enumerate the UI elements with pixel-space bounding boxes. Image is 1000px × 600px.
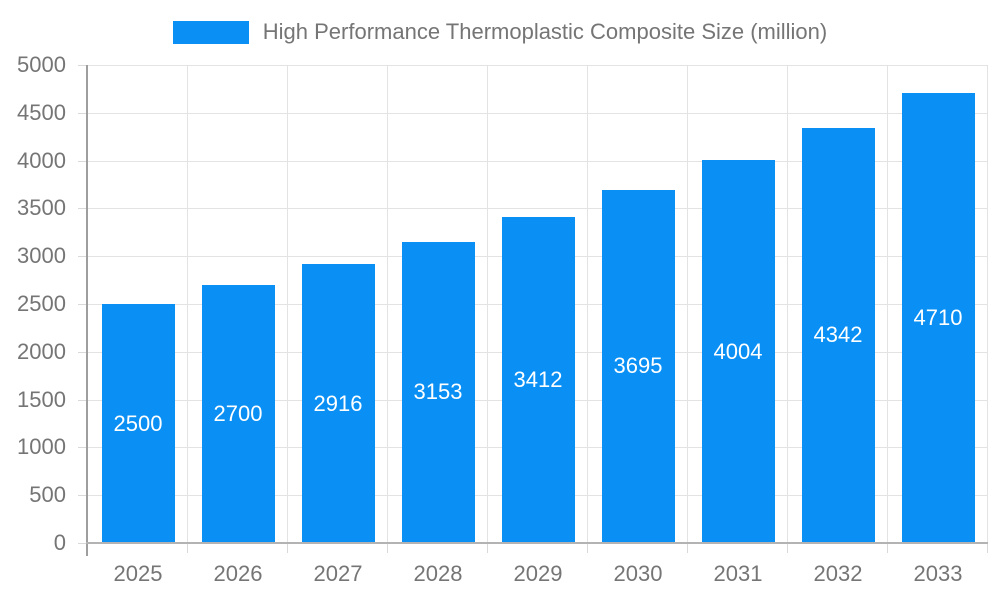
x-axis-tick xyxy=(887,543,888,553)
x-axis-label: 2032 xyxy=(813,561,863,586)
bar-value-label: 2700 xyxy=(213,400,263,426)
bar-value-label: 4004 xyxy=(713,338,763,364)
bar-value-label: 2500 xyxy=(113,410,163,436)
x-gridline xyxy=(487,65,488,543)
y-axis-label: 0 xyxy=(53,530,66,555)
y-axis-label: 3000 xyxy=(17,243,66,269)
bar-value-label: 3695 xyxy=(613,353,663,379)
x-gridline xyxy=(987,65,988,543)
x-axis-tick xyxy=(187,543,188,553)
bar-value-label: 4342 xyxy=(813,322,863,348)
x-gridline xyxy=(287,65,288,543)
y-axis-label: 500 xyxy=(29,482,66,508)
bar-2030 xyxy=(601,189,675,543)
x-axis-label: 2031 xyxy=(713,561,763,586)
y-axis-label: 5000 xyxy=(17,52,66,77)
x-gridline xyxy=(787,65,788,543)
y-axis-line xyxy=(86,65,88,556)
y-axis-tick xyxy=(78,351,88,353)
bar-value-label: 3153 xyxy=(413,379,463,405)
bar-value-label: 4710 xyxy=(913,304,963,330)
y-axis-tick xyxy=(78,543,88,544)
chart-legend[interactable]: High Performance Thermoplastic Composite… xyxy=(0,19,1000,45)
y-axis-tick xyxy=(78,65,88,66)
x-axis-label: 2027 xyxy=(313,561,363,586)
x-axis-tick xyxy=(687,543,688,553)
x-axis-tick xyxy=(487,543,488,553)
bar-2026 xyxy=(201,284,275,543)
bar-2029 xyxy=(501,216,575,543)
y-axis-tick xyxy=(78,399,88,401)
x-axis-tick xyxy=(787,543,788,553)
y-axis-tick xyxy=(78,256,88,258)
x-axis-label: 2029 xyxy=(513,561,563,586)
bar-2028 xyxy=(401,241,475,543)
x-axis-label: 2025 xyxy=(113,561,163,586)
x-axis-tick xyxy=(287,543,288,553)
y-gridline xyxy=(88,208,988,210)
x-gridline xyxy=(887,65,888,543)
bar-2027 xyxy=(301,264,375,543)
y-axis-tick xyxy=(78,304,88,305)
bar-2033 xyxy=(901,92,975,543)
y-axis-tick xyxy=(78,495,88,497)
x-axis-tick xyxy=(987,543,988,553)
y-axis-label: 2500 xyxy=(17,291,66,316)
y-axis-label: 4000 xyxy=(17,147,66,173)
legend-swatch xyxy=(172,20,249,44)
y-axis-label: 4500 xyxy=(17,99,66,125)
y-gridline xyxy=(88,65,988,66)
y-axis-label: 1500 xyxy=(17,386,66,412)
y-axis-tick xyxy=(78,160,88,162)
bar-2031 xyxy=(701,160,775,543)
y-gridline xyxy=(88,160,988,162)
x-axis-label: 2033 xyxy=(913,561,963,586)
bar-2025 xyxy=(101,304,175,543)
y-axis-tick xyxy=(78,208,88,210)
x-gridline xyxy=(587,65,588,543)
x-axis-label: 2026 xyxy=(213,561,263,586)
plot-area: 0 500 1000 1500 2000 2500 3000 3500 4000 4500 5000… xyxy=(17,54,988,586)
legend-label: High Performance Thermoplastic Composite… xyxy=(262,19,828,44)
y-axis-label: 1000 xyxy=(17,434,66,460)
y-axis-tick xyxy=(78,112,88,114)
x-gridline xyxy=(187,65,188,543)
bar-value-label: 3412 xyxy=(513,366,563,392)
bar-2032 xyxy=(801,127,875,543)
x-axis-label: 2030 xyxy=(613,561,663,586)
y-axis-label: 3500 xyxy=(17,195,66,221)
x-gridline xyxy=(687,65,688,543)
y-axis-label: 2000 xyxy=(17,338,66,364)
x-axis-tick xyxy=(387,543,388,553)
y-axis-tick xyxy=(78,447,88,449)
x-gridline xyxy=(387,65,388,543)
y-gridline xyxy=(88,112,988,114)
x-axis-tick xyxy=(587,543,588,553)
bar-value-label: 2916 xyxy=(313,390,363,416)
x-axis-label: 2028 xyxy=(413,561,463,586)
x-axis-line xyxy=(86,542,988,544)
